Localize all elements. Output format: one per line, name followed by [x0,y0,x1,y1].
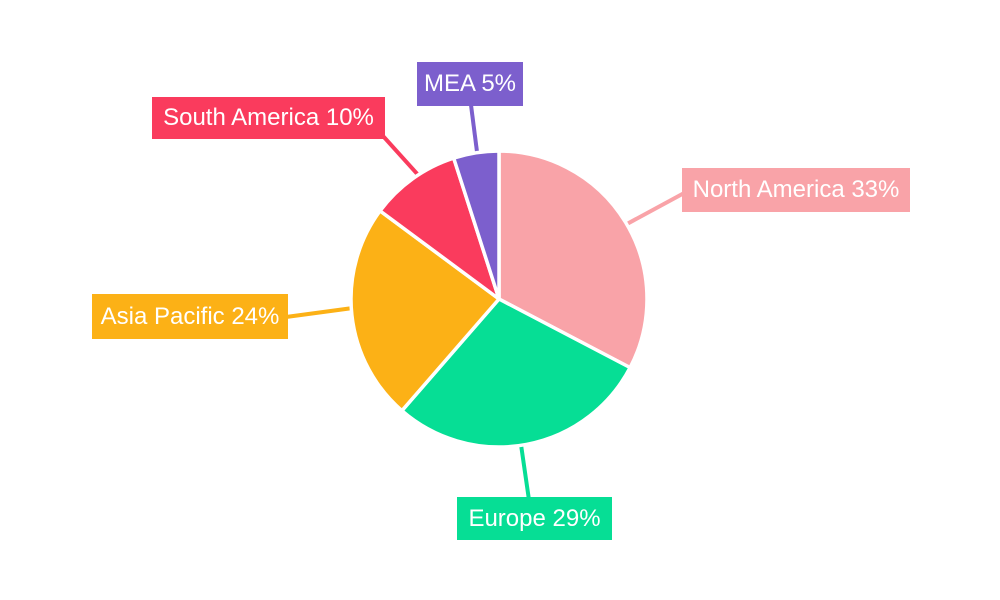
pie-slice-south-america [378,156,501,301]
pie-slice-north-america [497,149,649,370]
pie-slice-mea [451,149,501,301]
slice-label-mea: MEA 5% [417,62,523,106]
slice-label-north-america: North America 33% [682,168,910,212]
slice-label-europe: Europe 29% [457,497,612,540]
slice-label-south-america: South America 10% [152,97,385,139]
pie-slice-asia-pacific [349,209,501,413]
pie-slice-europe [400,297,632,449]
slice-label-asia-pacific: Asia Pacific 24% [92,294,288,339]
